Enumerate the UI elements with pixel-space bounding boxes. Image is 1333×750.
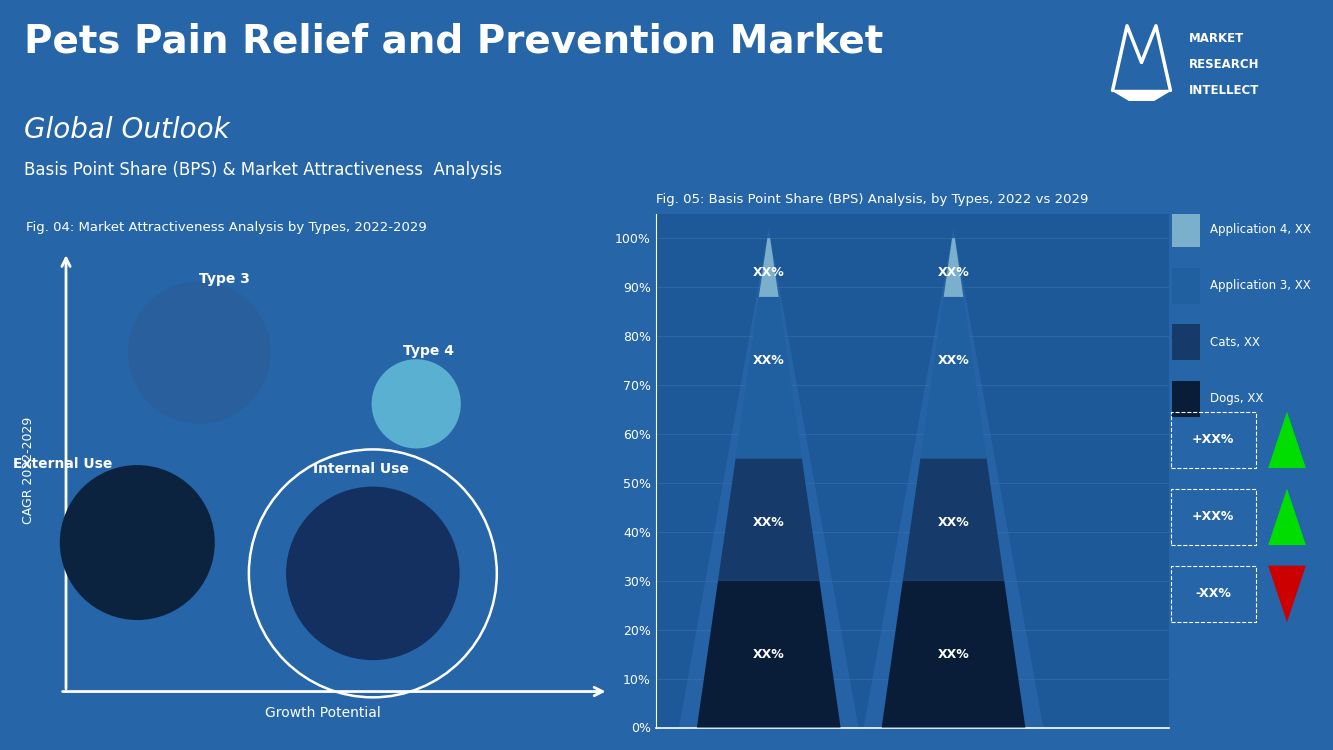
Text: XX%: XX% <box>937 354 969 367</box>
Polygon shape <box>697 580 841 728</box>
Text: XX%: XX% <box>937 647 969 661</box>
Text: Application 4, XX: Application 4, XX <box>1210 223 1310 236</box>
Polygon shape <box>758 238 778 297</box>
Text: Basis Point Share (BPS) & Market Attractiveness  Analysis: Basis Point Share (BPS) & Market Attract… <box>24 161 503 179</box>
Text: Type 3: Type 3 <box>199 272 249 286</box>
Polygon shape <box>864 229 1044 728</box>
Polygon shape <box>678 229 858 728</box>
Text: Type 4: Type 4 <box>403 344 455 358</box>
Polygon shape <box>944 238 964 297</box>
Text: External Use: External Use <box>13 457 112 471</box>
Text: MARKET: MARKET <box>1189 32 1244 45</box>
Text: XX%: XX% <box>937 515 969 529</box>
Text: XX%: XX% <box>753 266 785 279</box>
Text: CAGR 2022-2029: CAGR 2022-2029 <box>23 417 36 524</box>
Text: INTELLECT: INTELLECT <box>1189 84 1260 97</box>
Text: Cats, XX: Cats, XX <box>1210 336 1260 349</box>
Ellipse shape <box>287 487 460 660</box>
Polygon shape <box>902 458 1004 580</box>
Text: XX%: XX% <box>753 647 785 661</box>
FancyBboxPatch shape <box>1172 268 1201 304</box>
FancyBboxPatch shape <box>1172 381 1201 417</box>
Text: XX%: XX% <box>753 515 785 529</box>
Polygon shape <box>1268 488 1306 545</box>
Text: Fig. 04: Market Attractiveness Analysis by Types, 2022-2029: Fig. 04: Market Attractiveness Analysis … <box>25 221 427 235</box>
Polygon shape <box>1268 412 1306 468</box>
Text: Internal Use: Internal Use <box>312 462 408 476</box>
Text: Application 3, XX: Application 3, XX <box>1210 279 1310 292</box>
Polygon shape <box>736 297 802 458</box>
Polygon shape <box>1268 566 1306 622</box>
Text: Global Outlook: Global Outlook <box>24 116 229 144</box>
Polygon shape <box>718 458 820 580</box>
Text: Pets Pain Relief and Prevention Market: Pets Pain Relief and Prevention Market <box>24 22 884 61</box>
Ellipse shape <box>372 359 461 448</box>
Text: XX%: XX% <box>937 266 969 279</box>
Polygon shape <box>881 580 1025 728</box>
Text: Growth Potential: Growth Potential <box>265 706 381 720</box>
Polygon shape <box>920 297 986 458</box>
Ellipse shape <box>128 281 271 424</box>
FancyBboxPatch shape <box>1172 211 1201 248</box>
Text: XX%: XX% <box>753 354 785 367</box>
Polygon shape <box>1113 91 1170 108</box>
Ellipse shape <box>60 465 215 620</box>
FancyBboxPatch shape <box>1172 324 1201 360</box>
Text: +XX%: +XX% <box>1192 510 1234 524</box>
Text: RESEARCH: RESEARCH <box>1189 58 1260 71</box>
Text: -XX%: -XX% <box>1196 587 1230 601</box>
Text: +XX%: +XX% <box>1192 433 1234 446</box>
Text: Dogs, XX: Dogs, XX <box>1210 392 1264 405</box>
Text: Fig. 05: Basis Point Share (BPS) Analysis, by Types, 2022 vs 2029: Fig. 05: Basis Point Share (BPS) Analysi… <box>656 193 1088 206</box>
